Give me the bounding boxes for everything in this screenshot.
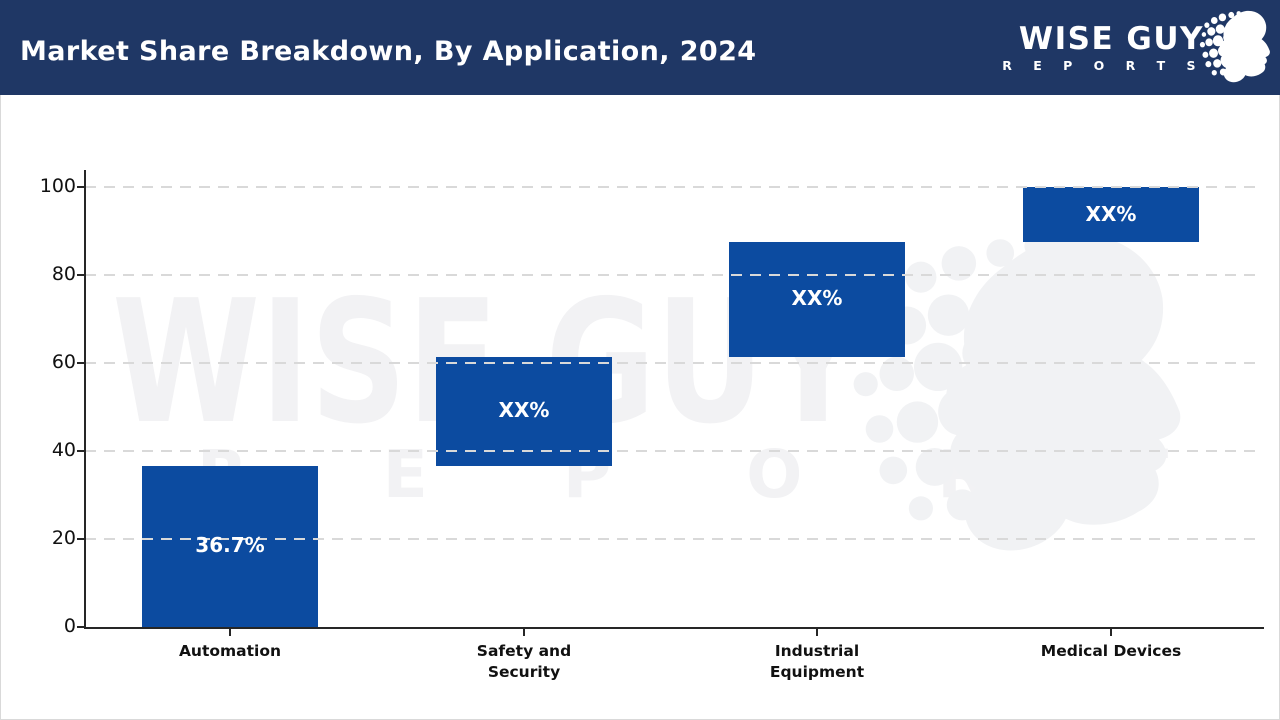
gridline-80 xyxy=(85,274,1262,276)
y-axis-line xyxy=(84,170,86,629)
y-tick-0 xyxy=(77,626,85,628)
y-tick-20 xyxy=(77,538,85,540)
x-category-label-1: Safety and Security xyxy=(414,641,634,683)
logo-text: WISE GUY R E P O R T S xyxy=(1002,21,1204,74)
gridline-20 xyxy=(85,538,1262,540)
bar-label-2: XX% xyxy=(791,286,843,311)
bar-3 xyxy=(1023,187,1199,242)
bar-label-0: 36.7% xyxy=(195,533,265,558)
x-category-label-line: Security xyxy=(487,663,561,681)
x-category-label-line: Equipment xyxy=(769,663,865,681)
x-category-label-2: Industrial Equipment xyxy=(707,641,927,683)
gridline-40 xyxy=(85,450,1262,452)
x-tick-2 xyxy=(816,628,818,636)
gridline-100 xyxy=(85,186,1262,188)
x-category-label-0: Automation xyxy=(120,641,340,662)
wiseguy-face-icon xyxy=(1199,10,1270,83)
y-tick-label-60: 60 xyxy=(51,351,76,373)
header-bar: Market Share Breakdown, By Application, … xyxy=(0,0,1280,95)
logo-wordmark: WISE GUY xyxy=(1018,21,1204,57)
bar-1 xyxy=(436,356,612,466)
x-tick-1 xyxy=(523,628,525,636)
y-tick-label-80: 80 xyxy=(51,263,76,285)
y-tick-100 xyxy=(77,186,85,188)
x-category-label-line: Safety and xyxy=(476,642,572,660)
logo-reports-text: R E P O R T S xyxy=(1002,58,1204,73)
y-tick-label-0: 0 xyxy=(63,615,76,637)
page-title: Market Share Breakdown, By Application, … xyxy=(20,36,757,67)
gridline-60 xyxy=(85,362,1262,364)
wiseguy-logo: WISE GUY R E P O R T S xyxy=(994,0,1274,95)
bar-label-3: XX% xyxy=(1085,201,1137,226)
x-category-label-3: Medical Devices xyxy=(1001,641,1221,662)
bar-2 xyxy=(729,242,905,357)
bar-0 xyxy=(142,465,318,627)
y-tick-label-100: 100 xyxy=(39,175,76,197)
y-tick-80 xyxy=(77,274,85,276)
x-tick-3 xyxy=(1110,628,1112,636)
x-category-label-line: Industrial xyxy=(774,642,860,660)
bar-label-1: XX% xyxy=(498,398,550,423)
x-category-label-line: Medical Devices xyxy=(1040,642,1182,660)
y-tick-60 xyxy=(77,362,85,364)
y-tick-40 xyxy=(77,450,85,452)
y-tick-label-40: 40 xyxy=(51,439,76,461)
y-tick-label-20: 20 xyxy=(51,527,76,549)
x-category-label-line: Automation xyxy=(178,642,282,660)
x-tick-0 xyxy=(229,628,231,636)
x-axis-line xyxy=(84,627,1264,629)
